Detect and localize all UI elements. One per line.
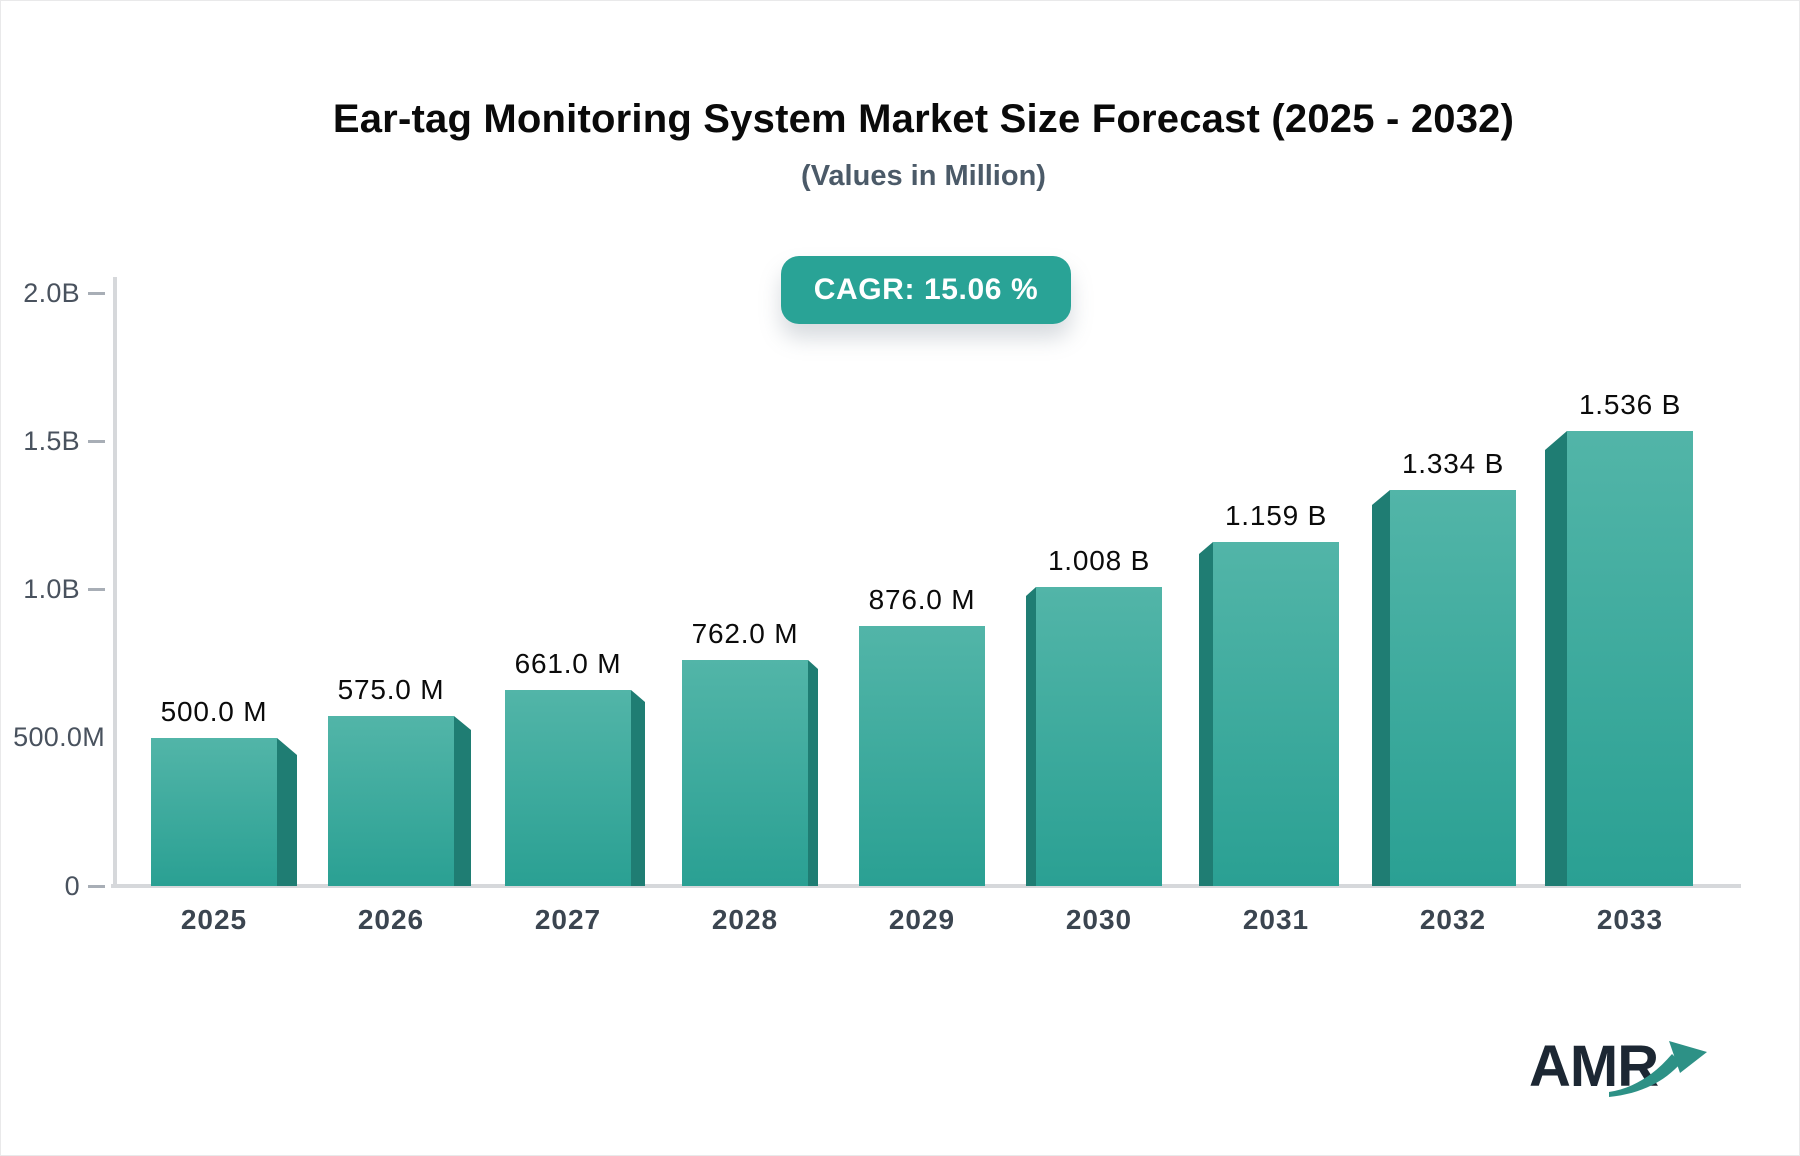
bar-2025 <box>151 738 277 886</box>
bar-2030 <box>1036 587 1162 886</box>
y-axis-tick-label: 0 <box>64 870 80 901</box>
y-axis-tick-dash <box>88 291 105 295</box>
x-axis-label-2029: 2029 <box>888 904 956 935</box>
y-axis-tick: 1.0B <box>1 574 105 605</box>
growth-arrow-icon <box>1609 1041 1707 1097</box>
bar-side-face <box>454 716 471 886</box>
x-axis-line <box>111 884 1741 888</box>
x-axis-label-2028: 2028 <box>711 904 779 935</box>
y-axis-line <box>113 277 117 886</box>
y-axis-tick-dash <box>88 588 105 591</box>
x-axis-label-2027: 2027 <box>534 904 602 935</box>
bar-value-label: 1.536 B <box>1578 389 1682 420</box>
bar-side-face <box>1199 542 1213 886</box>
bar-value-label: 575.0 M <box>337 674 445 705</box>
y-axis-tick-label: 1.5B <box>23 425 80 456</box>
x-axis-label-2030: 2030 <box>1065 904 1133 935</box>
chart-header: Ear-tag Monitoring System Market Size Fo… <box>46 1 1800 193</box>
y-axis-tick-dash <box>88 884 105 888</box>
chart-title: Ear-tag Monitoring System Market Size Fo… <box>332 97 1515 141</box>
bar-2031 <box>1213 542 1339 886</box>
amr-logo: AMR <box>1529 1033 1739 1113</box>
x-axis-label-2033: 2033 <box>1596 904 1664 935</box>
bar-2033 <box>1567 431 1693 886</box>
bar-side-face <box>1026 587 1036 886</box>
y-axis-tick-label: 1.0B <box>23 574 80 604</box>
y-axis-tick-label: 500.0M <box>13 722 105 753</box>
y-axis-tick-dash <box>88 439 105 443</box>
bar-2027 <box>505 690 631 886</box>
y-axis-tick: 1.5B <box>1 426 105 456</box>
bar-side-face <box>1545 431 1567 886</box>
x-axis-label-2026: 2026 <box>357 904 425 935</box>
cagr-badge-label: CAGR: 15.06 % <box>813 273 1039 306</box>
y-axis-tick: 500.0M <box>1 722 105 753</box>
bar-value-label: 661.0 M <box>514 648 622 679</box>
cagr-badge: CAGR: 15.06 % <box>781 256 1071 324</box>
bar-2029 <box>859 626 985 886</box>
bar-value-label: 762.0 M <box>691 618 799 649</box>
x-axis-label-2031: 2031 <box>1242 904 1310 935</box>
bar-side-face <box>277 738 297 886</box>
bar-side-face <box>808 660 818 886</box>
chart-subtitle: (Values in Million) <box>801 160 1046 192</box>
bar-side-face <box>1372 490 1390 886</box>
y-axis-tick-label: 2.0B <box>23 277 80 308</box>
x-axis-label-2025: 2025 <box>180 904 248 935</box>
y-axis-tick: 2.0B <box>1 278 105 308</box>
bar-2026 <box>328 716 454 886</box>
bar-2028 <box>682 660 808 886</box>
bar-value-label: 876.0 M <box>868 584 976 615</box>
x-axis-label-2032: 2032 <box>1419 904 1487 935</box>
bar-2032 <box>1390 490 1516 886</box>
bar-value-label: 1.008 B <box>1047 545 1151 576</box>
bar-side-face <box>631 690 645 886</box>
bar-value-label: 1.334 B <box>1401 448 1505 479</box>
bar-value-label: 1.159 B <box>1224 500 1328 531</box>
y-axis-tick: 0 <box>1 871 105 901</box>
bar-value-label: 500.0 M <box>160 696 268 727</box>
